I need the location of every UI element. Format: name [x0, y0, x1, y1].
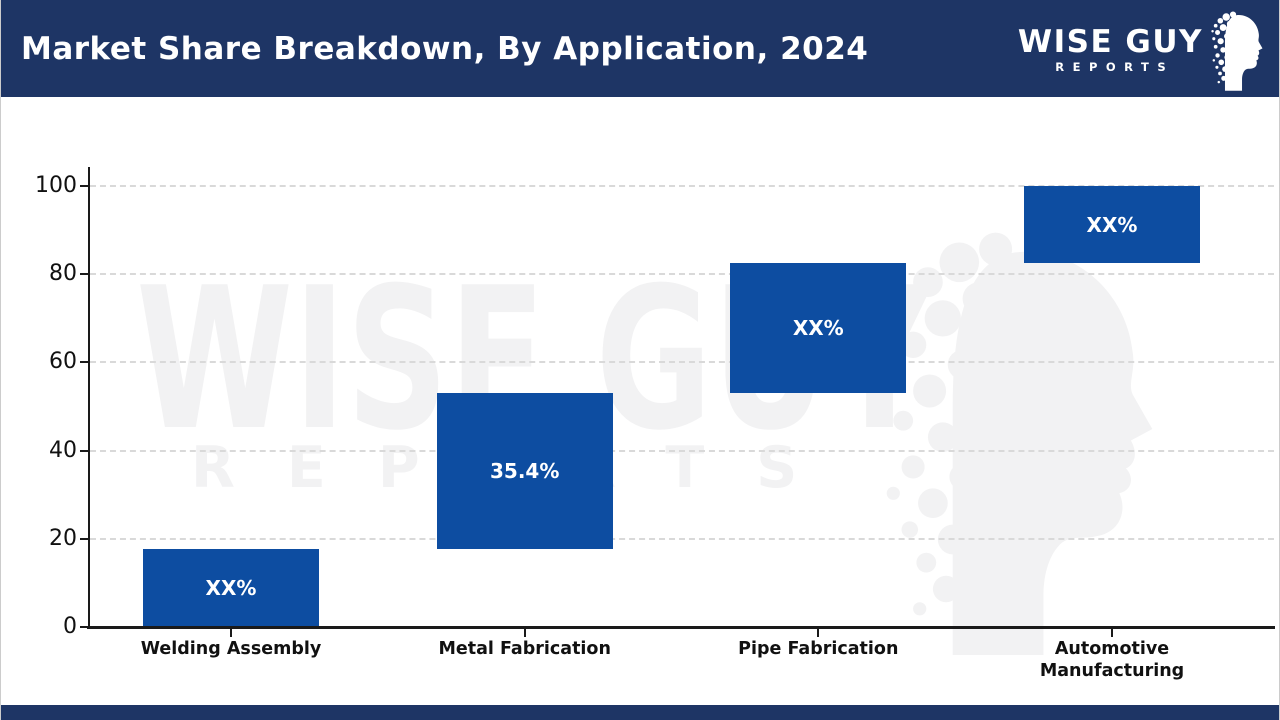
x-tick-mark	[523, 629, 526, 637]
brand-name: WISE GUY	[1017, 23, 1203, 60]
bar-value-label: 35.4%	[489, 459, 560, 484]
header-bar: Market Share Breakdown, By Application, …	[1, 0, 1279, 97]
y-tick-mark	[80, 537, 89, 540]
y-axis-line	[88, 167, 90, 628]
bar-pipe-fabrication	[730, 263, 907, 394]
watermark-face-icon	[880, 232, 1153, 655]
y-tick-label: 20	[49, 525, 77, 551]
x-tick-mark	[1111, 629, 1113, 637]
gridline	[90, 273, 1274, 276]
y-tick-mark	[80, 626, 89, 628]
x-category-label: Automotive Manufacturing	[1039, 639, 1185, 681]
y-tick-label: 100	[35, 173, 77, 198]
brand-face-icon	[1211, 10, 1263, 91]
bar-metal-fabrication	[436, 393, 613, 550]
brand-subtitle: REPORTS	[1055, 59, 1175, 74]
y-tick-mark	[80, 185, 89, 187]
y-tick-mark	[80, 361, 89, 364]
bar-automotive-manufacturing	[1024, 186, 1200, 264]
x-tick-mark	[817, 629, 820, 637]
chart-title: Market Share Breakdown, By Application, …	[21, 30, 869, 67]
gridline	[90, 449, 1274, 452]
x-category-label: Welding Assembly	[140, 639, 322, 659]
footer-bar	[1, 705, 1279, 720]
x-category-label: Metal Fabrication	[438, 639, 611, 659]
brand-logo: WISE GUY REPORTS	[1018, 6, 1269, 94]
y-tick-label: 0	[63, 614, 77, 639]
y-tick-label: 80	[49, 261, 77, 287]
gridline	[90, 185, 1274, 187]
gridline	[90, 361, 1274, 364]
bar-value-label: XX%	[792, 316, 844, 341]
x-tick-mark	[230, 629, 232, 637]
bar-welding-assembly	[143, 549, 319, 627]
y-tick-mark	[80, 273, 89, 276]
x-axis-line	[87, 626, 1275, 629]
y-tick-label: 60	[49, 349, 77, 375]
y-tick-mark	[80, 449, 89, 452]
bar-value-label: XX%	[1086, 212, 1138, 237]
brand-logo-text: WISE GUY REPORTS	[1017, 23, 1203, 74]
x-category-label: Pipe Fabrication	[738, 639, 899, 659]
gridline	[90, 537, 1274, 540]
bar-value-label: XX%	[205, 576, 257, 601]
y-tick-label: 40	[49, 437, 77, 463]
